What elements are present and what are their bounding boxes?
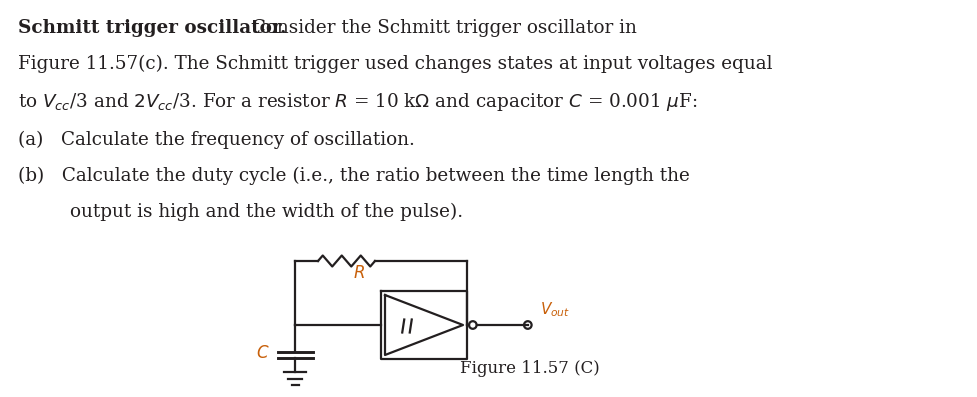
Text: $V_{out}$: $V_{out}$: [540, 300, 570, 319]
Text: output is high and the width of the pulse).: output is high and the width of the puls…: [70, 203, 463, 221]
Text: Consider the Schmitt trigger oscillator in: Consider the Schmitt trigger oscillator …: [246, 19, 637, 37]
Text: $C$: $C$: [256, 345, 270, 362]
Text: (a)   Calculate the frequency of oscillation.: (a) Calculate the frequency of oscillati…: [18, 131, 415, 149]
Text: Figure 11.57 (C): Figure 11.57 (C): [460, 360, 600, 377]
Text: (b)   Calculate the duty cycle (i.e., the ratio between the time length the: (b) Calculate the duty cycle (i.e., the …: [18, 167, 690, 185]
Text: $R$: $R$: [353, 265, 364, 282]
Text: Figure 11.57(c). The Schmitt trigger used changes states at input voltages equal: Figure 11.57(c). The Schmitt trigger use…: [18, 55, 773, 73]
Text: to $V_{cc}$/3 and $2V_{cc}$/3. For a resistor $R$ = 10 k$\Omega$ and capacitor $: to $V_{cc}$/3 and $2V_{cc}$/3. For a res…: [18, 91, 698, 113]
Text: Schmitt trigger oscillator.: Schmitt trigger oscillator.: [18, 19, 286, 37]
